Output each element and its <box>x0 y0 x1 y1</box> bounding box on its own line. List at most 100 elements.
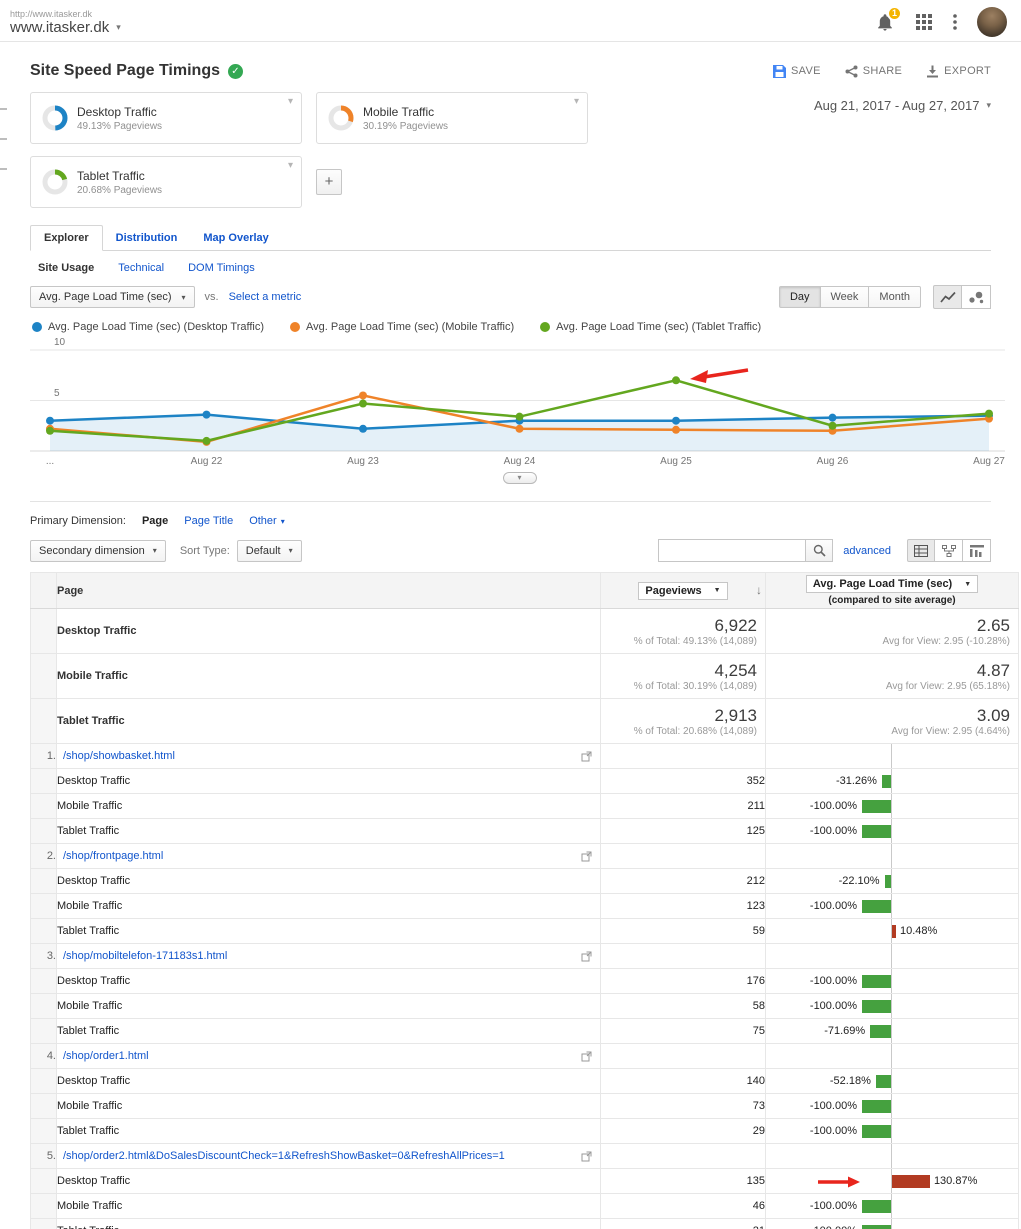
metric-cell <box>765 943 1019 969</box>
save-button[interactable]: SAVE <box>773 64 821 78</box>
data-table: Page Pageviews ▼ ↓ Avg. Page Load Time (sec)… <box>30 572 1019 1229</box>
page-title: Site Speed Page Timings <box>30 62 220 79</box>
segment-row: Tablet Traffic 29 -100.00% <box>30 1118 1019 1144</box>
row-num-cell <box>30 698 57 744</box>
chevron-down-icon: ▾ <box>280 516 285 526</box>
page-link[interactable]: /shop/frontpage.html <box>63 850 164 862</box>
metric-select-dropdown[interactable]: Avg. Page Load Time (sec) ▾ <box>30 286 195 308</box>
primary-dim-page-title[interactable]: Page Title <box>184 515 233 527</box>
zero-axis-line <box>891 919 892 943</box>
tab-map-overlay[interactable]: Map Overlay <box>203 232 269 244</box>
date-range-label: Aug 21, 2017 - Aug 27, 2017 <box>813 98 980 113</box>
zero-axis-line <box>891 1044 892 1068</box>
chevron-down-icon[interactable]: ▾ <box>287 96 293 107</box>
granularity-month[interactable]: Month <box>869 286 921 308</box>
line-chart-view-button[interactable] <box>933 285 962 309</box>
add-segment-button[interactable]: + <box>316 169 342 195</box>
subtab-technical[interactable]: Technical <box>118 262 165 274</box>
avatar[interactable] <box>977 7 1007 37</box>
advanced-search-link[interactable]: advanced <box>843 544 891 557</box>
metric-cell: -100.00% <box>765 818 1019 844</box>
more-options-button[interactable] <box>953 14 957 30</box>
primary-dim-other[interactable]: Other ▾ <box>249 515 285 527</box>
sort-descending-icon[interactable]: ↓ <box>756 583 762 597</box>
granularity-day[interactable]: Day <box>778 286 821 308</box>
external-link-icon[interactable] <box>581 1051 592 1062</box>
date-range-picker[interactable]: Aug 21, 2017 - Aug 27, 2017 ▾ <box>814 98 991 113</box>
external-link-icon[interactable] <box>581 751 592 762</box>
tree-view-icon <box>941 544 956 557</box>
external-link-icon[interactable] <box>581 851 592 862</box>
segment-row: Desktop Traffic 135 130.87% <box>30 1168 1019 1194</box>
motion-chart-view-button[interactable] <box>962 285 991 309</box>
comparison-label: -100.00% <box>809 975 857 987</box>
metric-cell <box>765 843 1019 869</box>
action-label: SAVE <box>791 65 821 77</box>
data-view-button[interactable] <box>907 539 935 562</box>
comparison-bar <box>870 1025 891 1038</box>
segment-card-desktop-traffic[interactable]: Desktop Traffic 49.13% Pageviews ▾ <box>30 92 302 144</box>
segment-donut-icon <box>42 105 68 131</box>
comparison-label: -100.00% <box>809 1200 857 1212</box>
sort-type-button[interactable]: Default ▾ <box>236 539 302 562</box>
search-button[interactable] <box>806 539 834 562</box>
segment-row: Mobile Traffic 123 -100.00% <box>30 893 1019 919</box>
segment-name-cell: Mobile Traffic <box>56 1093 601 1119</box>
pivot-view-button[interactable] <box>963 539 991 562</box>
table-container: Page Pageviews ▼ ↓ Avg. Page Load Time (sec)… <box>0 572 1021 1229</box>
segment-row: Mobile Traffic 211 -100.00% <box>30 793 1019 819</box>
search-input[interactable] <box>658 539 807 562</box>
pageviews-column-select[interactable]: Pageviews ▼ <box>638 581 728 600</box>
segment-name-cell: Tablet Traffic <box>56 1118 601 1144</box>
tab-distribution[interactable]: Distribution <box>115 232 178 244</box>
chart-canvas[interactable] <box>30 339 1005 457</box>
pageviews-cell: 59 <box>600 918 766 944</box>
external-link-icon[interactable] <box>581 951 592 962</box>
chevron-down-icon: ▾ <box>152 546 157 555</box>
subtab-dom-timings[interactable]: DOM Timings <box>188 262 255 274</box>
metric-column-select[interactable]: Avg. Page Load Time (sec) ▼ <box>805 575 979 593</box>
page-link[interactable]: /shop/showbasket.html <box>63 750 175 762</box>
pageviews-cell <box>600 1143 766 1169</box>
tab-explorer[interactable]: Explorer <box>30 225 103 251</box>
metric-subtext: Avg for View: 2.95 (65.18%) <box>885 680 1010 692</box>
comparison-view-button[interactable] <box>935 539 963 562</box>
sort-type-value: Default <box>245 544 281 557</box>
page-link[interactable]: /shop/mobiltelefon-171183s1.html <box>63 950 228 962</box>
share-button[interactable]: SHARE <box>845 65 902 78</box>
comparison-label: -100.00% <box>809 1000 857 1012</box>
segment-card-mobile-traffic[interactable]: Mobile Traffic 30.19% Pageviews ▾ <box>316 92 588 144</box>
comparison-label: -100.00% <box>809 1100 857 1112</box>
row-num-cell <box>30 1068 57 1094</box>
export-button[interactable]: EXPORT <box>926 65 991 78</box>
granularity-week[interactable]: Week <box>820 286 870 308</box>
apps-grid-button[interactable] <box>915 13 933 31</box>
x-axis-label: Aug 27 <box>973 456 1005 467</box>
secondary-dimension-button[interactable]: Secondary dimension ▾ <box>30 539 166 562</box>
x-axis-label: ... <box>45 456 55 467</box>
account-switcher[interactable]: www.itasker.dk ▾ <box>10 19 121 36</box>
column-header-page[interactable]: Page <box>56 572 601 609</box>
select-metric-link[interactable]: Select a metric <box>228 291 302 303</box>
share-icon <box>845 65 858 77</box>
page-link[interactable]: /shop/order1.html <box>63 1050 149 1062</box>
save-icon <box>773 64 787 78</box>
chevron-down-icon[interactable]: ▾ <box>573 96 579 107</box>
chevron-down-icon[interactable]: ▾ <box>287 160 293 171</box>
metric-subtext: Avg for View: 2.95 (4.64%) <box>891 725 1010 737</box>
primary-dim-page[interactable]: Page <box>142 515 168 527</box>
page-link[interactable]: /shop/order2.html&DoSalesDiscountCheck=1… <box>63 1150 505 1162</box>
row-num-cell <box>30 993 57 1019</box>
notifications-button[interactable]: 1 <box>875 6 902 32</box>
chart-scrubber[interactable]: ▾ <box>502 472 537 484</box>
left-nav-strip <box>0 108 10 198</box>
segment-card-tablet-traffic[interactable]: Tablet Traffic 20.68% Pageviews ▾ <box>30 156 302 208</box>
segment-detail: 30.19% Pageviews <box>363 120 449 132</box>
pageviews-cell: 75 <box>600 1018 766 1044</box>
chevron-down-icon: ▾ <box>288 546 293 555</box>
pageviews-cell: 58 <box>600 993 766 1019</box>
pageviews-cell: 29 <box>600 1118 766 1144</box>
external-link-icon[interactable] <box>581 1151 592 1162</box>
subtab-site-usage[interactable]: Site Usage <box>38 262 95 274</box>
pageviews-cell <box>600 843 766 869</box>
